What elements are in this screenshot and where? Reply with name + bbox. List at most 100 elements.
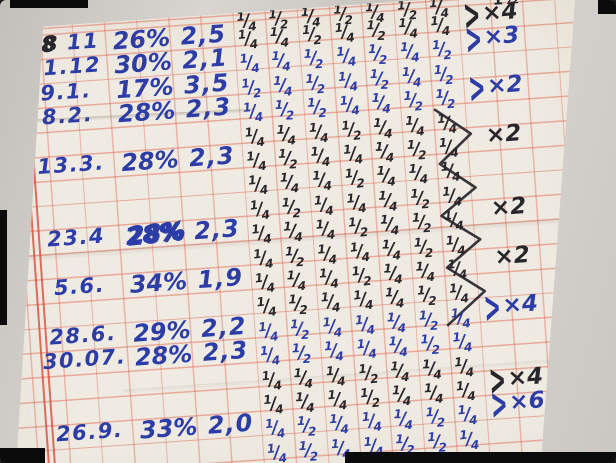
value-cell: 2,3: [184, 92, 233, 124]
fraction-cell: 1/4: [390, 358, 410, 384]
fraction-cell: 1/4: [325, 363, 347, 389]
multiplier-text: ×2: [485, 120, 523, 149]
fraction-cell: 1/4: [286, 268, 307, 294]
fraction-cell: 1/2: [431, 38, 453, 63]
fraction-cell: 1/4: [393, 407, 413, 433]
photo-artifact: [10, 0, 88, 8]
multiplier-text: ×2: [493, 241, 531, 271]
zigzag-bracket-icon: [424, 101, 500, 335]
fraction-cell: 1/4: [408, 161, 429, 187]
fraction-cell: 1/4: [295, 389, 316, 415]
fraction-cell: 1/2: [357, 361, 379, 386]
fraction-cell: 1/4: [376, 164, 396, 190]
multiplier-text: ×4: [501, 290, 539, 319]
fraction-cell: 1/4: [279, 170, 300, 196]
fraction-cell: 1/2: [433, 62, 455, 88]
fraction-cell: 1/2: [285, 243, 305, 269]
fraction-cell: 1/4: [328, 412, 350, 437]
fraction-cell: 1/4: [388, 334, 408, 360]
fraction-cell: 1/4: [323, 339, 345, 364]
fraction-cell: 1/4: [452, 330, 474, 355]
fraction-cell: 1/2: [359, 385, 381, 411]
fraction-cell: 1/2: [403, 88, 424, 114]
multiplier-label: ×2: [485, 120, 522, 148]
multiplier-label: > ×4: [483, 290, 539, 320]
percent-cell: 28%: [133, 339, 194, 372]
date-cell: 8.2.: [41, 102, 94, 130]
fraction-cell: 1/4: [265, 441, 288, 463]
fraction-cell: 1/4: [342, 142, 364, 167]
fraction-cell: 1/4: [259, 343, 282, 369]
fraction-cell: 1/4: [391, 383, 412, 409]
fraction-cell: 1/2: [395, 431, 415, 457]
fraction-cell: 1/4: [355, 336, 378, 362]
fraction-cell: 1/2: [305, 71, 326, 97]
fraction-cell: 1/4: [445, 232, 467, 258]
fraction-cell: 1/4: [320, 290, 341, 316]
fraction-cell: 1/4: [384, 285, 405, 311]
fraction-cell: 1/4: [362, 434, 378, 457]
photo-artifact: [598, 0, 616, 14]
fraction-cell: 1/4: [374, 139, 395, 165]
fraction-cell: 1/4: [443, 208, 465, 234]
fraction-cell: 1/4: [379, 212, 400, 238]
percent-cell: 34%: [128, 266, 189, 299]
fraction-cell: 1/4: [428, 0, 450, 21]
fraction-cell: 1/4: [448, 281, 470, 307]
fraction-cell: 1/2: [416, 283, 438, 309]
fraction-cell: 1/4: [235, 9, 258, 34]
fraction-cell: 1/4: [257, 319, 280, 344]
value-cell: 2,3: [188, 141, 236, 173]
fraction-cell: 1/4: [438, 135, 460, 161]
fraction-cell: 1/4: [308, 119, 330, 145]
fraction-cell: 1/4: [404, 113, 426, 139]
fraction-cell: 1/4: [311, 168, 333, 194]
fraction-cell: 1/4: [264, 416, 287, 442]
fraction-cell: 1/4: [447, 257, 469, 282]
fraction-cell: 1/4: [441, 184, 463, 209]
fraction-cell: 1/4: [248, 197, 271, 223]
fraction-cell: 1/4: [450, 305, 472, 331]
fraction-cell: 1/2: [340, 117, 362, 143]
multiplier-label: ×2: [490, 193, 527, 221]
fraction-cell: 1/4: [315, 217, 336, 243]
fraction-cell: 1/4: [457, 403, 479, 428]
fraction-cell: 1/2: [396, 0, 418, 23]
fraction-cell: 1/4: [401, 64, 422, 90]
fraction-cell: 1/4: [260, 367, 283, 393]
fraction-cell: 1/2: [413, 234, 434, 260]
fraction-cell: 1/4: [345, 190, 367, 216]
fraction-cell: 1/2: [274, 97, 295, 123]
fraction-cell: 1/4: [352, 288, 374, 313]
fraction-cell: 1/2: [406, 137, 427, 163]
fraction-cell: 1/4: [322, 314, 343, 340]
value-cell: 1,9: [196, 262, 244, 295]
fraction-cell: 1/2: [347, 215, 369, 240]
fraction-cell: 1/4: [373, 115, 393, 141]
fraction-cell: 1/4: [353, 312, 376, 338]
fraction-cell: 1/4: [238, 51, 261, 77]
fraction-cell: 1/4: [381, 237, 401, 263]
fraction-cell: 1/2: [296, 414, 317, 440]
percent-cell: 28%: [116, 96, 177, 129]
fraction-cell: 1/2: [306, 95, 328, 121]
multiplier-label: > ×6: [490, 388, 546, 418]
fraction-cell: 1/4: [276, 122, 297, 148]
fraction-cell: 1/2: [281, 195, 302, 221]
percent-cell: 33%: [139, 412, 199, 445]
fraction-cell: 1/4: [364, 0, 385, 26]
fraction-cell: 1/4: [252, 246, 275, 271]
fraction-cell: 1/2: [350, 263, 372, 289]
fraction-cell: 1/4: [243, 124, 266, 150]
fraction-cell: 1/4: [371, 91, 391, 117]
photo-artifact: [0, 448, 45, 463]
fraction-cell: 1/2: [298, 438, 319, 463]
fraction-cell: 1/4: [310, 144, 331, 170]
fraction-cell: 1/4: [250, 221, 273, 247]
fraction-cell: 1/4: [283, 219, 304, 245]
fraction-cell: 1/4: [316, 241, 338, 267]
multiplier-text: ×3: [483, 22, 521, 51]
fraction-cell: 1/4: [378, 188, 398, 214]
